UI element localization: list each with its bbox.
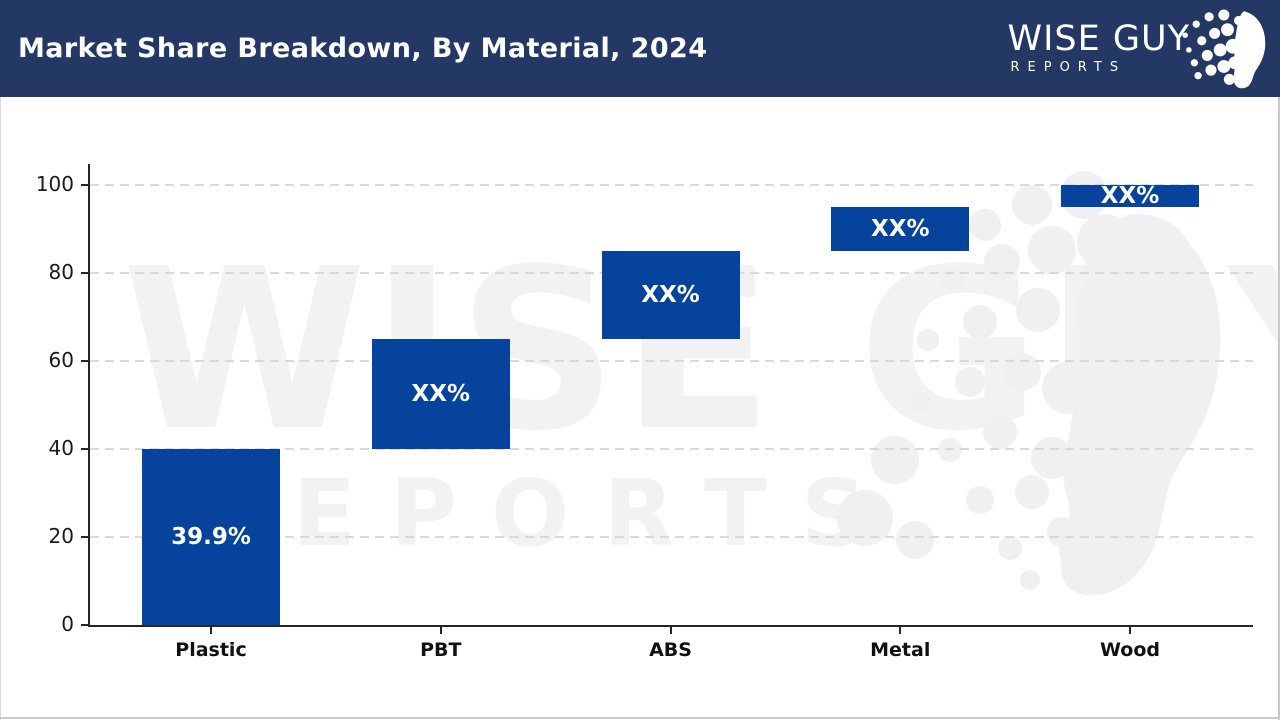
right-edge-line xyxy=(1278,97,1280,720)
bar-value-label: XX% xyxy=(411,381,470,407)
x-axis-category-label: Plastic xyxy=(175,639,247,661)
header-bar: Market Share Breakdown, By Material, 202… xyxy=(0,0,1280,97)
bottom-edge-line xyxy=(0,717,1280,719)
logo-reports-text: REPORTS xyxy=(1010,60,1127,75)
y-axis-spine xyxy=(88,164,90,627)
y-axis-tick-label: 100 xyxy=(35,172,74,196)
gridline xyxy=(90,184,1253,186)
x-axis-tick xyxy=(1129,627,1131,634)
y-axis-tick xyxy=(81,448,88,450)
bar-wood: XX% xyxy=(1061,183,1199,209)
bar-abs: XX% xyxy=(601,251,740,339)
y-axis-tick-label: 60 xyxy=(48,348,74,372)
x-axis-category-label: Wood xyxy=(1100,639,1160,661)
gridline xyxy=(90,360,1253,362)
y-axis-tick xyxy=(81,272,88,274)
bar-value-label: XX% xyxy=(1100,183,1160,209)
y-axis-tick xyxy=(81,624,88,626)
bar-metal: XX% xyxy=(831,207,970,251)
x-axis-tick xyxy=(669,627,672,634)
face-profile-dots-watermark-icon xyxy=(837,171,1221,596)
wise-guy-reports-logo: WISE GUY REPORTS xyxy=(1007,0,1268,97)
y-axis-tick-label: 40 xyxy=(48,436,74,460)
x-axis-tick xyxy=(899,627,902,634)
gridline xyxy=(90,536,1253,538)
y-axis-tick xyxy=(81,360,88,362)
left-edge-line xyxy=(0,97,1,720)
y-axis-tick-label: 0 xyxy=(61,612,74,636)
watermark-reports-text: REPORTS xyxy=(188,460,902,567)
logo-text: WISE GUY REPORTS xyxy=(1007,19,1190,76)
y-axis-tick-label: 20 xyxy=(48,524,74,548)
bar-value-label: XX% xyxy=(641,282,700,308)
x-axis-category-label: PBT xyxy=(420,639,462,661)
y-axis-tick-label: 80 xyxy=(48,260,74,284)
face-profile-dots-icon xyxy=(1182,8,1266,88)
y-axis-tick xyxy=(81,536,88,538)
x-axis-category-label: Metal xyxy=(870,639,931,661)
y-axis-tick xyxy=(81,184,88,186)
x-axis-tick xyxy=(210,627,212,634)
bar-value-label: XX% xyxy=(870,216,930,242)
page-title: Market Share Breakdown, By Material, 202… xyxy=(18,33,708,64)
x-axis-spine xyxy=(88,625,1253,627)
bar-plastic: 39.9% xyxy=(142,449,280,625)
bar-value-label: 39.9% xyxy=(171,524,251,551)
gridline xyxy=(90,448,1253,450)
logo-wiseguy-text: WISE GUY xyxy=(1007,19,1190,59)
bar-pbt: XX% xyxy=(371,339,510,449)
x-axis-tick xyxy=(439,627,442,634)
x-axis-category-label: ABS xyxy=(649,639,692,661)
